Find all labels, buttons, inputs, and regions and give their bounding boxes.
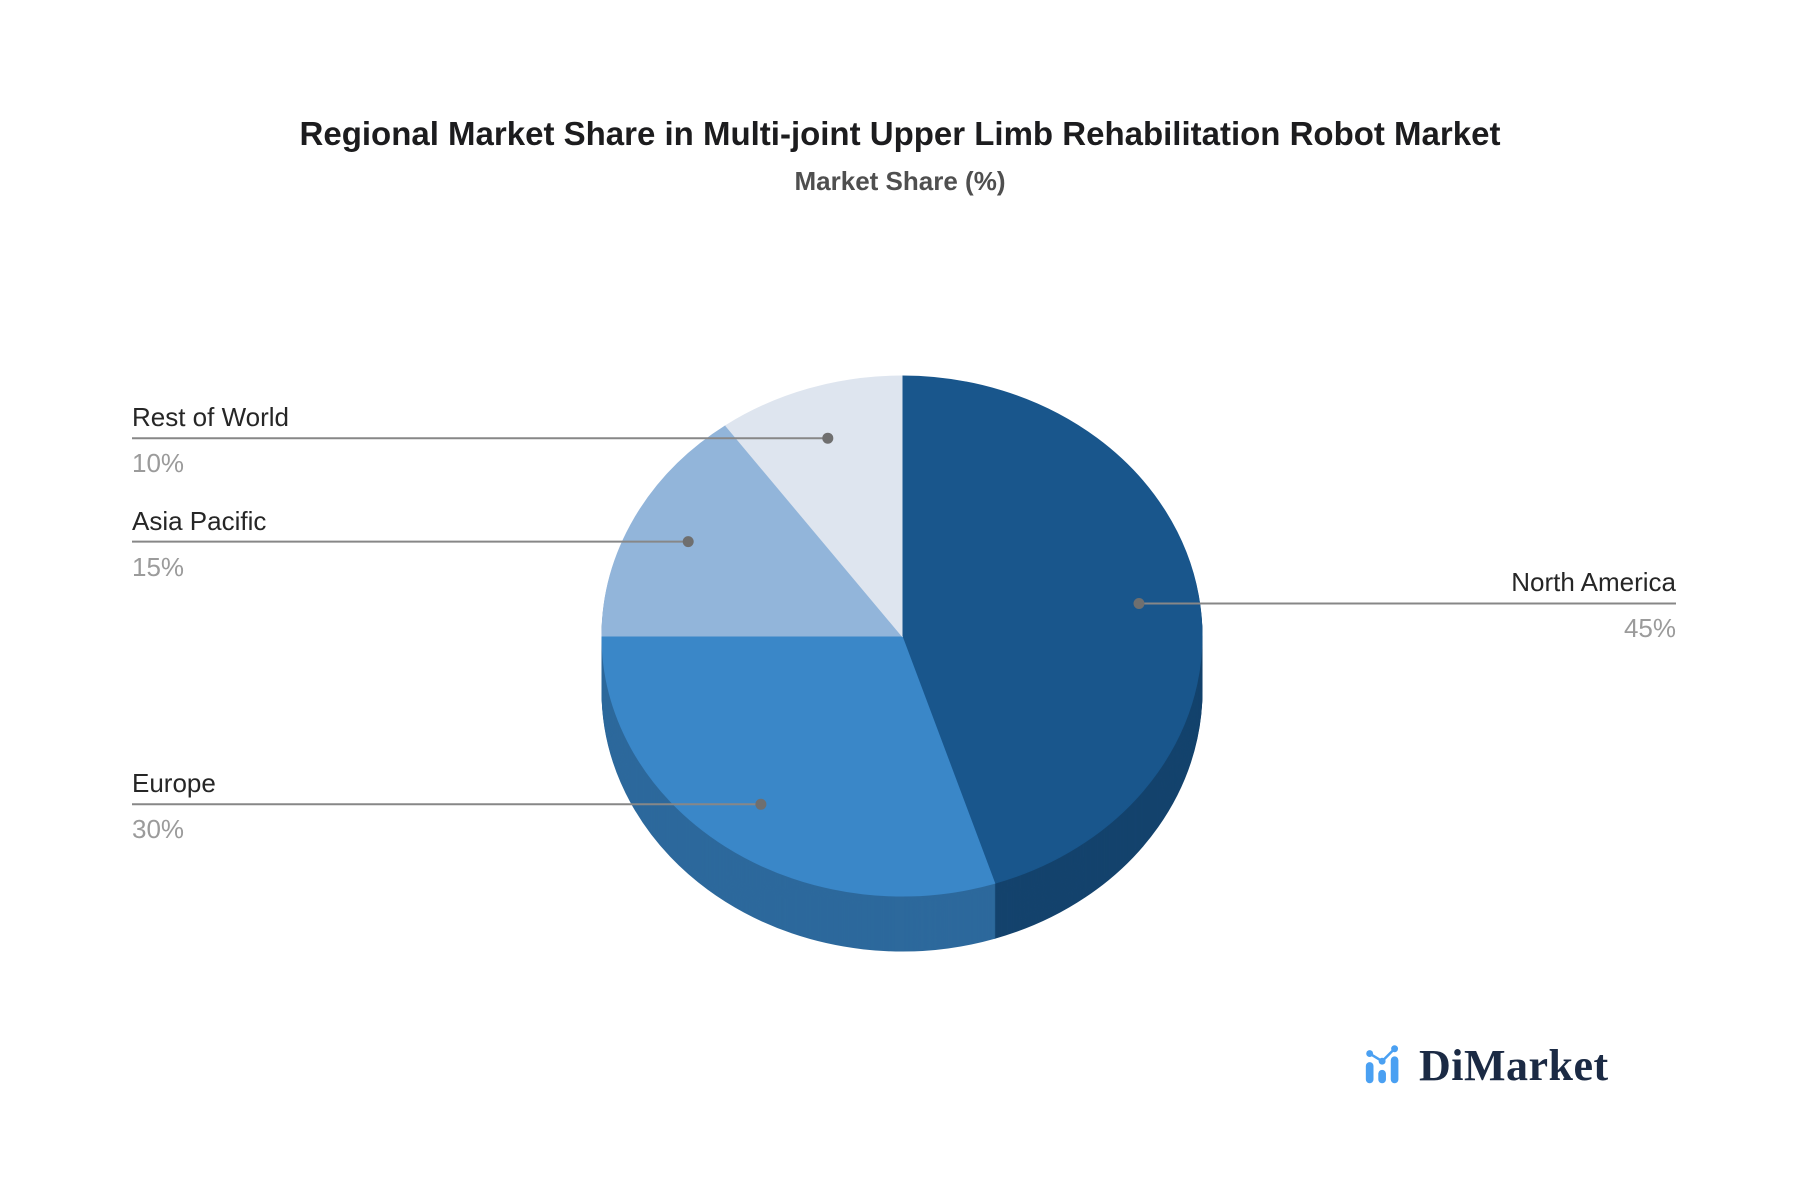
brand-logo: DiMarket (1362, 1040, 1609, 1091)
chart-subtitle: Market Share (%) (794, 166, 1006, 196)
slice-label-name: North America (1511, 567, 1676, 598)
bar-chart-with-trend-dots-icon (1365, 1044, 1399, 1083)
slice-label-value: 15% (132, 551, 185, 582)
slice-label-value: 30% (132, 814, 185, 845)
pie-slice-asia-pacific[interactable] (601, 425, 904, 637)
slice-label-value: 10% (132, 448, 185, 479)
pie-slice-europe[interactable] (601, 635, 996, 897)
label-leader-dot-asia-pacific (682, 536, 694, 548)
pie-slice-north-america[interactable] (901, 375, 1203, 884)
chart-title: Regional Market Share in Multi-joint Upp… (299, 115, 1501, 152)
slice-label-value: 45% (1623, 613, 1676, 644)
slice-label-europe: Europe 30% (132, 768, 216, 844)
label-leader-dot-north-america (1133, 598, 1145, 609)
slice-label-rest-of-world: Rest of World 10% (132, 402, 289, 478)
pie-slice-rest-of-world[interactable] (724, 375, 903, 638)
title-block: Regional Market Share in Multi-joint Upp… (0, 112, 1800, 198)
slice-label-north-america: North America 45% (1511, 567, 1676, 643)
label-leader-dot-rest-of-world (822, 432, 834, 444)
slice-label-name: Rest of World (132, 402, 290, 433)
slice-label-asia-pacific: Asia Pacific 15% (132, 506, 266, 582)
slice-label-name: Asia Pacific (132, 505, 267, 536)
slice-label-name: Europe (132, 768, 216, 799)
brand-logo-text: DiMarket (1419, 1041, 1609, 1090)
label-leader-dot-europe (755, 798, 767, 810)
